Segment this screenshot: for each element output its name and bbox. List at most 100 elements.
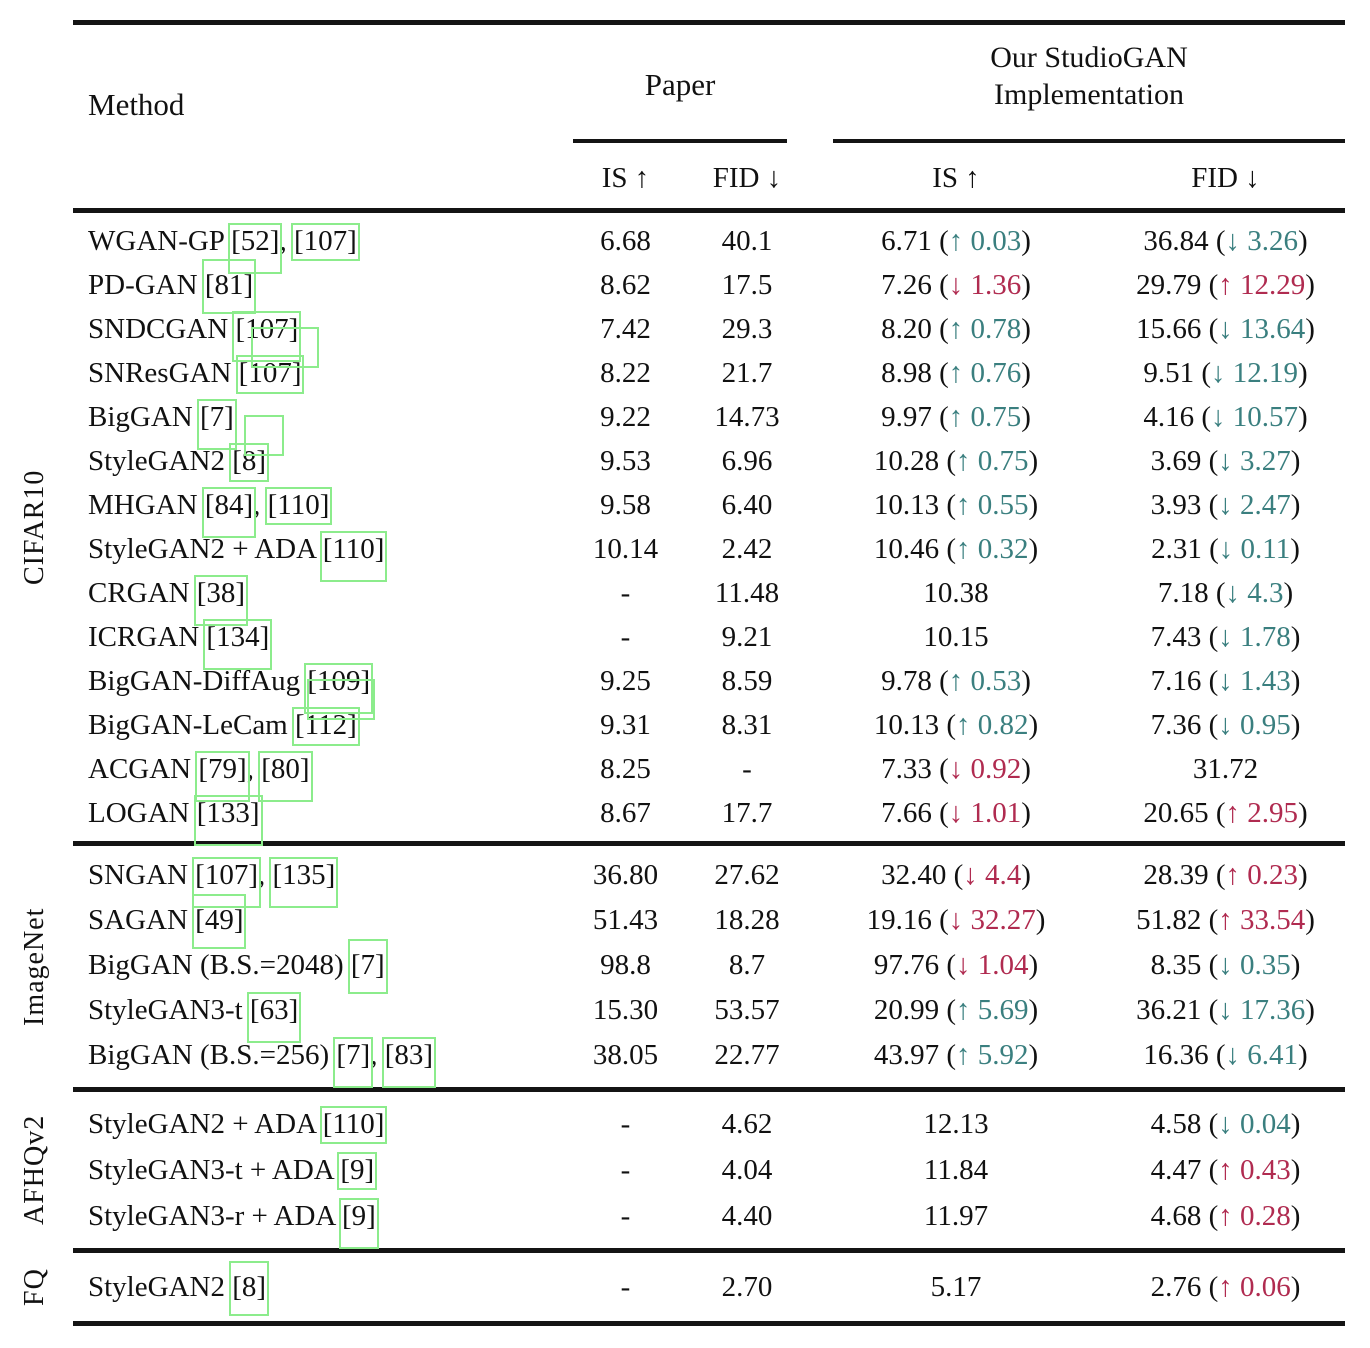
paper-is-cell: 9.58 [600,488,651,521]
metric-delta: ↓ 4.4 [963,859,1022,891]
rule-section-2 [73,1248,1345,1253]
studio-is-cell: 11.84 [806,1154,1106,1187]
table-row: BigGAN (B.S.=2048) [7] 98.8 8.7 97.76 (↓ 1.… [73,943,1345,988]
method-cell: LOGAN [133] [88,796,260,829]
citation-box: [110] [267,488,330,521]
studio-fid-header: FID ↓ [1191,161,1260,194]
paper-fid-cell: 14.73 [714,400,780,433]
paper-fid-cell: 6.96 [721,444,773,477]
metric-delta: ↓ 0.04 [1218,1107,1291,1140]
paper-fid-cell: 17.5 [721,268,773,301]
citation-box: [133] [196,796,260,829]
metric-delta: ↑ 0.76 [948,356,1022,389]
metric-delta: ↓ 0.35 [1218,949,1291,981]
method-cell: BigGAN-LeCam [112] [88,708,357,741]
table-row: SNDCGAN [107] 7.42 29.3 8.20 (↑ 0.78) 15.66 … [73,307,1345,351]
metric-delta: ↓ 0.11 [1218,532,1291,565]
studio-is-cell: 10.15 [806,621,1106,654]
method-cell: SNDCGAN [107] [88,312,299,345]
studio-is-cell: 32.40 (↓ 4.4) [881,859,1031,891]
paper-fid-header: FID ↓ [712,161,782,194]
table-row: WGAN-GP [52], [107] 6.68 40.1 6.71 (↑ 0.03)… [73,219,1345,263]
metric-value: 11.84 [923,1153,989,1186]
studio-is-cell: 20.99 (↑ 5.69) [873,994,1039,1026]
metric-value: 10.46 [873,532,940,565]
studio-fid-cell: 28.39 (↑ 0.23) [1143,859,1308,891]
citation-box: [81] [204,268,254,301]
method-cell: BigGAN [7] [88,400,234,433]
metric-delta: ↑ 0.55 [956,488,1029,521]
metric-value: 7.43 [1150,620,1202,653]
paper-fid-cell: 22.77 [714,1039,780,1071]
paper-is-cell: 9.25 [600,664,651,697]
metric-value: 31.72 [1192,752,1259,785]
metric-delta: ↓ 32.27 [948,904,1036,936]
metric-delta: ↓ 17.36 [1218,994,1306,1026]
table-row: BigGAN-LeCam [112] 9.31 8.31 10.13 (↑ 0.82)… [73,703,1345,747]
metric-delta: ↓ 2.47 [1218,488,1291,521]
studio-cmidrule [833,139,1345,143]
method-cell: StyleGAN2 [8] [88,444,267,477]
studio-fid-cell: 4.47 (↑ 0.43) [1150,1153,1301,1186]
paper-is-header: IS ↑ [601,161,650,194]
metric-value: 7.26 [881,268,932,301]
table-row: MHGAN [84], [110] 9.58 6.40 10.13 (↑ 0.55) 3… [73,483,1345,527]
studio-fid-cell: 36.21 (↓ 17.36) [1136,994,1315,1026]
method-cell: MHGAN [84], [110] [88,488,330,521]
studio-fid-cell: 31.72 [1106,753,1345,786]
metric-value: 43.97 [873,1039,940,1071]
table-row: CRGAN [38] - 11.48 10.38 7.18 (↓ 4.3) [73,571,1345,615]
metric-value: 7.18 [1157,576,1209,609]
table-row: SAGAN [49] 51.43 18.28 19.16 (↓ 32.27) 51.82… [73,898,1345,943]
method-cell: SNGAN [107], [135] [88,859,336,891]
studio-fid-cell: 8.35 (↓ 0.35) [1150,949,1301,981]
method-cell: BigGAN-DiffAug [109] [88,664,371,697]
citation-box: [79] [198,752,247,785]
paper-fid-cell: 53.57 [714,994,780,1026]
metric-delta: ↑ 0.23 [1225,859,1299,891]
paper-is-cell: - [620,576,631,609]
table-row: BigGAN [7] 9.22 14.73 9.97 (↑ 0.75) 4.16 (↓ … [73,395,1345,439]
citation-box: [63] [249,994,299,1026]
paper-group-header: Paper [644,67,716,102]
paper-is-cell: 7.42 [600,312,651,345]
studio-fid-cell: 7.43 (↓ 1.78) [1150,620,1301,653]
table-row: BigGAN (B.S.=256) [7], [83] 38.05 22.77 43.… [73,1033,1345,1078]
section-fq: FQ StyleGAN2 [8] - 2.70 5.17 2.76 (↑ 0.06) [19,1253,1345,1321]
metric-value: 2.31 [1151,532,1202,565]
metric-value: 4.68 [1150,1199,1202,1232]
studio-fid-cell: 2.31 (↓ 0.11) [1151,532,1300,565]
metric-value: 4.16 [1143,400,1195,433]
table-row: StyleGAN2 [8] 9.53 6.96 10.28 (↑ 0.75) 3.69 … [73,439,1345,483]
metric-delta: ↑ 12.29 [1218,268,1306,301]
table-row: StyleGAN2 + ADA [110] 10.14 2.42 10.46 (↑ 0… [73,527,1345,571]
metric-value: 10.13 [873,708,940,741]
metric-delta: ↓ 4.3 [1225,576,1284,609]
paper-is-cell: 8.25 [600,752,651,785]
table-row: SNResGAN [107] 8.22 21.7 8.98 (↑ 0.76) 9.51 … [73,351,1345,395]
studio-fid-cell: 2.76 (↑ 0.06) [1150,1270,1301,1303]
metric-delta: ↓ 1.01 [948,796,1022,829]
paper-is-cell: 98.8 [600,949,651,981]
paper-is-cell: 9.22 [600,400,651,433]
citation-box: [7] [336,1039,371,1071]
studio-is-cell: 10.46 (↑ 0.32) [873,532,1039,565]
metric-value: 4.47 [1150,1153,1202,1186]
metric-delta: ↓ 1.36 [948,268,1022,301]
metric-delta: ↑ 0.82 [956,708,1029,741]
method-cell: SAGAN [49] [88,904,244,936]
paper-fid-cell: 27.62 [714,859,780,891]
metric-delta: ↓ 3.27 [1218,444,1291,477]
paper-cmidrule [573,139,787,143]
paper-is-cell: - [620,1270,631,1303]
studio-fid-cell: 36.84 (↓ 3.26) [1143,224,1308,257]
metric-value: 20.65 [1143,796,1209,829]
studio-is-cell: 9.78 (↑ 0.53) [881,664,1031,697]
paper-is-cell: 8.67 [600,796,651,829]
metric-delta: ↓ 0.92 [948,752,1022,785]
citation-box: [52] [231,224,280,257]
paper-fid-cell: 8.7 [728,949,766,981]
metric-value: 10.38 [923,576,989,609]
citation-box: [107] [293,224,357,257]
citation-box: [107] [238,356,302,389]
